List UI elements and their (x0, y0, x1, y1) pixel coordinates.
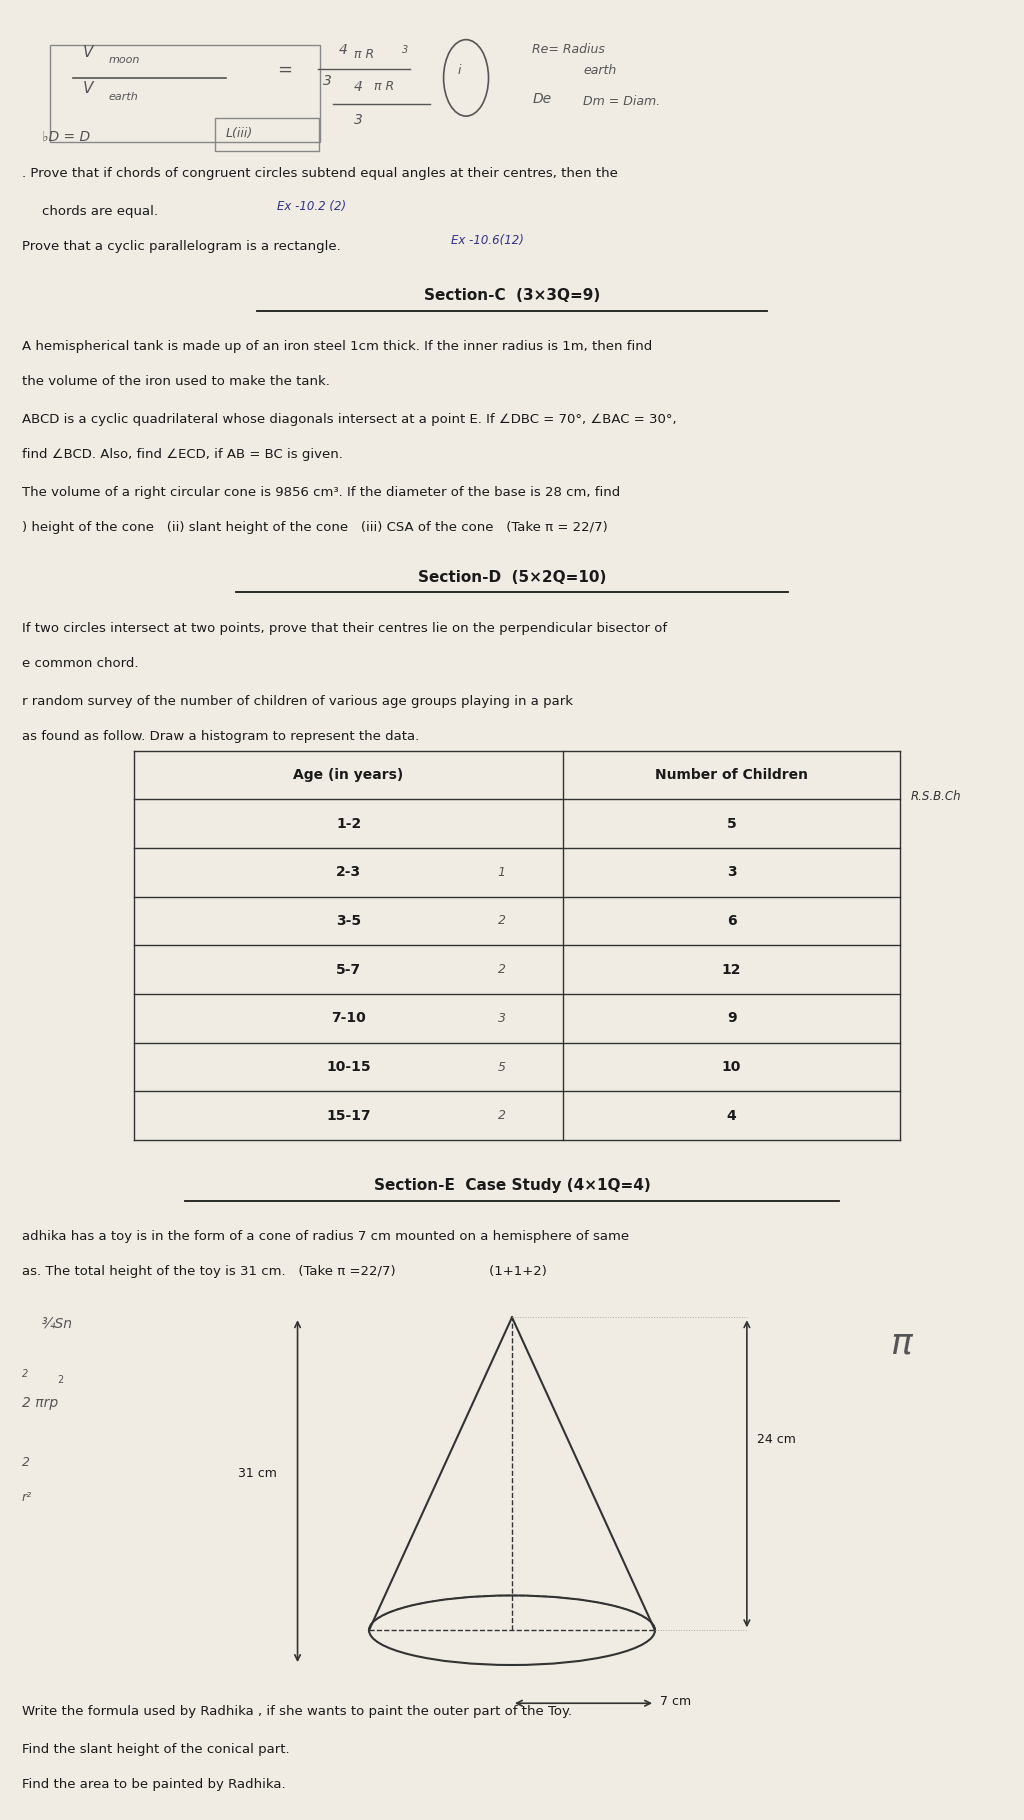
Text: 3-5: 3-5 (336, 914, 361, 928)
Text: 6: 6 (727, 914, 736, 928)
Text: Write the formula used by Radhika , if she wants to paint the outer part of the : Write the formula used by Radhika , if s… (22, 1705, 572, 1718)
Text: moon: moon (109, 55, 140, 66)
Text: If two circles intersect at two points, prove that their centres lie on the perp: If two circles intersect at two points, … (22, 622, 667, 635)
Text: 10: 10 (722, 1059, 741, 1074)
Text: Find the slant height of the conical part.: Find the slant height of the conical par… (22, 1744, 290, 1756)
Text: Prove that a cyclic parallelogram is a rectangle.: Prove that a cyclic parallelogram is a r… (22, 240, 341, 253)
Text: 3: 3 (401, 46, 408, 55)
Text: 7 cm: 7 cm (660, 1694, 691, 1707)
Text: e common chord.: e common chord. (22, 657, 138, 670)
Text: V: V (83, 46, 93, 60)
Text: 5-7: 5-7 (336, 963, 361, 977)
Text: adhika has a toy is in the form of a cone of radius 7 cm mounted on a hemisphere: adhika has a toy is in the form of a con… (22, 1230, 629, 1243)
Text: π R: π R (353, 49, 374, 62)
Text: Ex -10.2 (2): Ex -10.2 (2) (278, 200, 346, 213)
Text: A hemispherical tank is made up of an iron steel 1cm thick. If the inner radius : A hemispherical tank is made up of an ir… (22, 340, 652, 353)
Text: Number of Children: Number of Children (655, 768, 808, 783)
Text: as found as follow. Draw a histogram to represent the data.: as found as follow. Draw a histogram to … (22, 730, 419, 743)
Text: Section-C  (3×3Q=9): Section-C (3×3Q=9) (424, 288, 600, 304)
Text: 15-17: 15-17 (327, 1108, 371, 1123)
Text: earth: earth (109, 91, 138, 102)
Text: 1-2: 1-2 (336, 817, 361, 830)
Text: the volume of the iron used to make the tank.: the volume of the iron used to make the … (22, 375, 330, 388)
Text: 4: 4 (338, 44, 347, 56)
Text: 31 cm: 31 cm (239, 1467, 278, 1480)
Text: i: i (458, 64, 462, 76)
Text: r random survey of the number of children of various age groups playing in a par: r random survey of the number of childre… (22, 695, 572, 708)
Text: Age (in years): Age (in years) (294, 768, 403, 783)
Text: 3: 3 (498, 1012, 506, 1025)
Text: L(iii): L(iii) (226, 127, 253, 140)
Text: 3: 3 (324, 75, 332, 89)
Text: R.S.B.Ch: R.S.B.Ch (910, 790, 961, 803)
Text: ABCD is a cyclic quadrilateral whose diagonals intersect at a point E. If ∠DBC =: ABCD is a cyclic quadrilateral whose dia… (22, 413, 677, 426)
Text: Section-D  (5×2Q=10): Section-D (5×2Q=10) (418, 570, 606, 584)
Text: find ∠BCD. Also, find ∠ECD, if AB = BC is given.: find ∠BCD. Also, find ∠ECD, if AB = BC i… (22, 448, 343, 460)
Text: 5: 5 (498, 1061, 506, 1074)
Text: De: De (532, 91, 552, 106)
Text: π: π (890, 1327, 911, 1360)
Text: 9: 9 (727, 1012, 736, 1025)
Text: 4: 4 (727, 1108, 736, 1123)
Text: 5: 5 (727, 817, 736, 830)
Text: 24 cm: 24 cm (757, 1432, 796, 1445)
Text: Dm = Diam.: Dm = Diam. (584, 95, 660, 107)
Text: V: V (83, 82, 93, 96)
Text: 12: 12 (722, 963, 741, 977)
Text: Find the area to be painted by Radhika.: Find the area to be painted by Radhika. (22, 1778, 286, 1791)
Text: ¾Sn: ¾Sn (42, 1318, 74, 1330)
Text: earth: earth (584, 64, 616, 76)
Text: 10-15: 10-15 (327, 1059, 371, 1074)
Text: ) height of the cone   (ii) slant height of the cone   (iii) CSA of the cone   (: ) height of the cone (ii) slant height o… (22, 521, 607, 533)
Text: Section-E  Case Study (4×1Q=4): Section-E Case Study (4×1Q=4) (374, 1178, 650, 1194)
Text: r²: r² (22, 1491, 32, 1503)
Text: 2: 2 (22, 1456, 30, 1469)
Text: 2-3: 2-3 (336, 864, 361, 879)
Text: 2: 2 (498, 963, 506, 976)
Text: π R: π R (374, 80, 394, 93)
Text: ♭D = D: ♭D = D (42, 129, 90, 144)
Text: The volume of a right circular cone is 9856 cm³. If the diameter of the base is : The volume of a right circular cone is 9… (22, 486, 621, 499)
Text: chords are equal.: chords are equal. (42, 206, 159, 218)
Text: 1: 1 (498, 866, 506, 879)
Text: 3: 3 (727, 864, 736, 879)
Text: Ex -10.6(12): Ex -10.6(12) (451, 235, 523, 248)
Text: 2: 2 (57, 1374, 63, 1385)
Text: Re= Radius: Re= Radius (532, 44, 605, 56)
Text: 3: 3 (353, 113, 362, 127)
Text: 2 πrp: 2 πrp (22, 1396, 58, 1409)
Text: as. The total height of the toy is 31 cm.   (Take π =22/7)                      : as. The total height of the toy is 31 cm… (22, 1265, 547, 1278)
Text: =: = (278, 60, 292, 78)
Text: 7-10: 7-10 (331, 1012, 366, 1025)
Text: 2: 2 (22, 1369, 28, 1380)
Text: 2: 2 (498, 914, 506, 928)
Text: . Prove that if chords of congruent circles subtend equal angles at their centre: . Prove that if chords of congruent circ… (22, 167, 617, 180)
Text: 4: 4 (353, 80, 362, 93)
Text: 2: 2 (498, 1108, 506, 1123)
